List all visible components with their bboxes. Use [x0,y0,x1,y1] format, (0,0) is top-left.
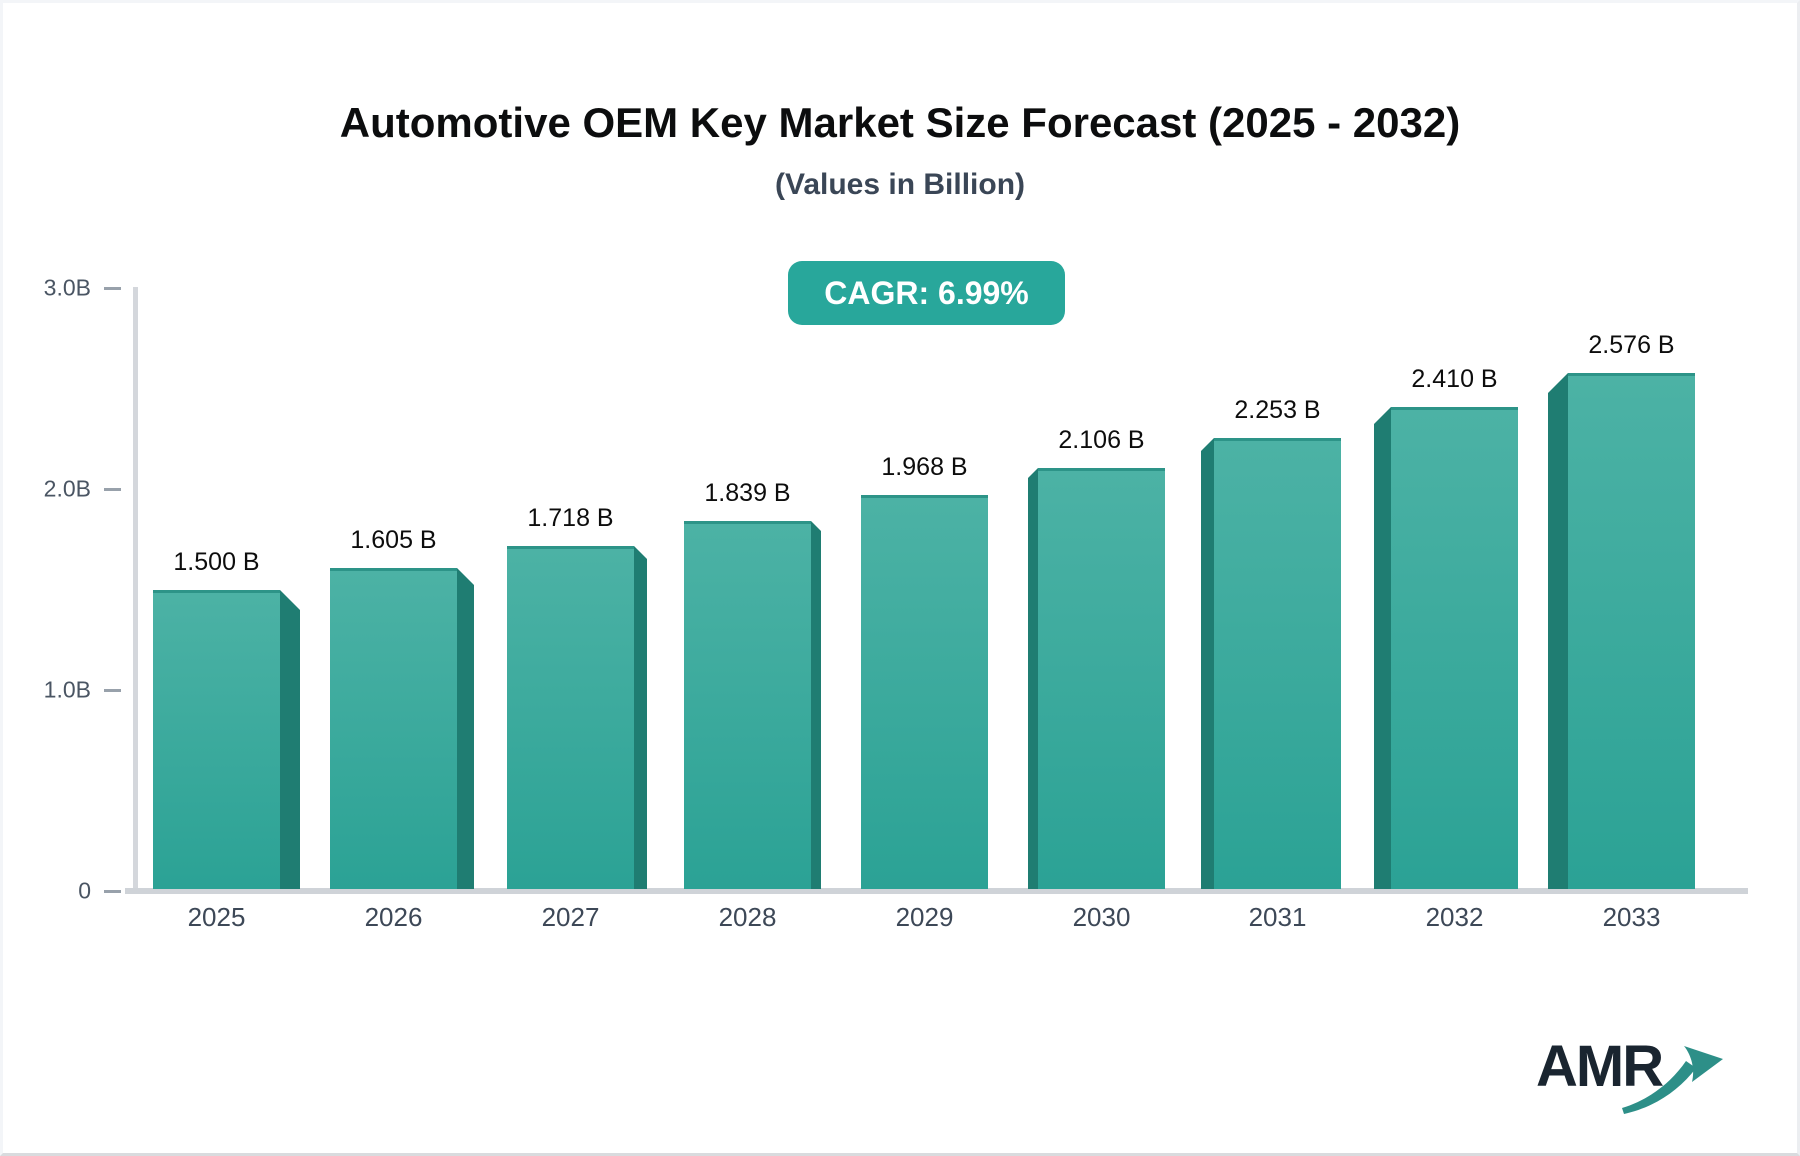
bar-value-label-2029: 1.968 B [881,453,968,481]
chart-subtitle: (Values in Billion) [774,168,1026,201]
y-tick-mark-1.0B [104,689,121,692]
x-axis-label-2030: 2030 [1072,902,1131,932]
bar-value-label-2030: 2.106 B [1058,426,1145,454]
x-axis-label-2031: 2031 [1248,902,1307,932]
bar-value-label-2028: 1.839 B [704,479,791,507]
x-axis-baseline [125,888,1748,894]
y-tick-mark-2.0B [104,488,121,491]
bar-side-2027 [634,546,647,889]
cagr-badge: CAGR: 6.99% [788,261,1065,325]
bar-side-2031 [1201,438,1214,889]
y-tick-label-0: 0 [78,877,91,904]
bar-face-2033 [1568,373,1695,889]
bar-side-2026 [457,568,474,889]
y-tick-label-1.0B: 1.0B [43,676,91,703]
growth-arrow-icon [1622,1046,1723,1114]
bar-side-2033 [1548,373,1568,889]
bar-face-2031 [1214,438,1341,889]
bar-side-2030 [1028,468,1038,889]
cagr-badge-label: CAGR: 6.99% [824,274,1029,311]
brand-logo-text: AMR [1536,1034,1664,1099]
bar-face-2028 [684,521,811,889]
y-tick-mark-3.0B [104,287,121,290]
bar-value-label-2031: 2.253 B [1234,396,1321,424]
x-axis-label-2027: 2027 [541,902,600,932]
bar-value-label-2027: 1.718 B [527,504,614,532]
bar-side-2025 [280,590,300,889]
bar-side-2032 [1374,407,1391,889]
x-axis-label-2028: 2028 [718,902,777,932]
bar-face-2027 [507,546,634,889]
bar-value-label-2025: 1.500 B [173,548,260,576]
x-axis-label-2032: 2032 [1425,902,1484,932]
y-tick-label-2.0B: 2.0B [43,475,91,502]
y-tick-mark-0 [104,890,121,893]
bar-value-label-2033: 2.576 B [1588,331,1675,359]
chart-title: Automotive OEM Key Market Size Forecast … [339,99,1461,146]
x-axis-label-2029: 2029 [895,902,954,932]
bar-value-label-2026: 1.605 B [350,526,437,554]
bar-value-label-2032: 2.410 B [1411,365,1498,393]
y-axis-line [133,287,138,893]
x-axis-label-2026: 2026 [364,902,423,932]
x-axis-label-2033: 2033 [1602,902,1661,932]
x-axis-label-2025: 2025 [187,902,246,932]
bar-side-2028 [811,521,821,889]
y-tick-label-3.0B: 3.0B [43,274,91,301]
bar-face-2025 [153,590,280,889]
bar-face-2030 [1038,468,1165,889]
bar-face-2026 [330,568,457,889]
bar-face-2032 [1391,407,1518,889]
bar-face-2029 [861,495,988,889]
brand-logo: AMR [1536,1033,1736,1123]
